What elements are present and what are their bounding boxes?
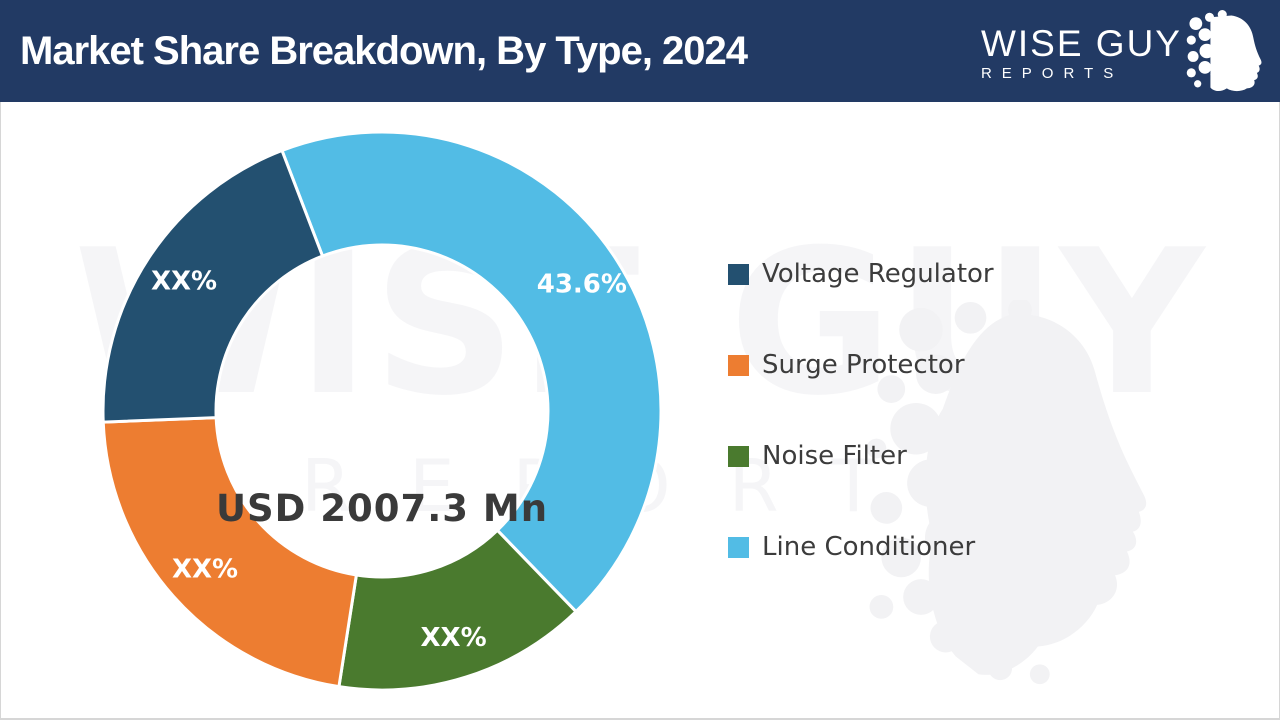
legend-label: Noise Filter	[762, 441, 907, 471]
donut-chart: 43.6% XX% XX% XX%	[101, 130, 663, 692]
face-profile-dots-watermark	[866, 300, 1147, 685]
legend-item-line-conditioner: Line Conditioner	[728, 532, 975, 562]
face-profile-dots-icon	[1186, 10, 1262, 92]
legend-item-voltage-regulator: Voltage Regulator	[728, 259, 994, 289]
slice-line-conditioner	[280, 130, 663, 614]
header: Market Share Breakdown, By Type, 2024 WI…	[0, 0, 1280, 102]
legend-label: Surge Protector	[762, 350, 965, 380]
slice-surge-protector	[101, 416, 358, 689]
chart-area: WISE GUY REPORTS 43.6%XX%XX%XX% USD 2007…	[0, 102, 1280, 720]
legend-item-noise-filter: Noise Filter	[728, 441, 907, 471]
legend-item-surge-protector: Surge Protector	[728, 350, 965, 380]
slice-value-label: XX%	[172, 555, 238, 585]
chart-center-value: USD 2007.3 Mn	[215, 487, 549, 530]
slice-value-label: XX%	[421, 623, 487, 653]
logo-wordmark: WISE GUY	[980, 22, 1182, 64]
slice-value-label: XX%	[151, 267, 217, 297]
legend-label: Voltage Regulator	[762, 259, 994, 289]
legend-label: Line Conditioner	[762, 532, 976, 562]
legend-swatch	[728, 536, 749, 558]
slice-value-label: 43.6%	[537, 270, 627, 300]
legend-swatch	[728, 445, 749, 467]
slice-voltage-regulator	[101, 149, 325, 424]
brand-logo: WISE GUY REPORTS	[981, 10, 1266, 92]
page-title: Market Share Breakdown, By Type, 2024	[20, 28, 748, 73]
logo-subtitle: REPORTS	[980, 65, 1124, 83]
legend-swatch	[728, 263, 749, 285]
legend-swatch	[728, 354, 749, 376]
